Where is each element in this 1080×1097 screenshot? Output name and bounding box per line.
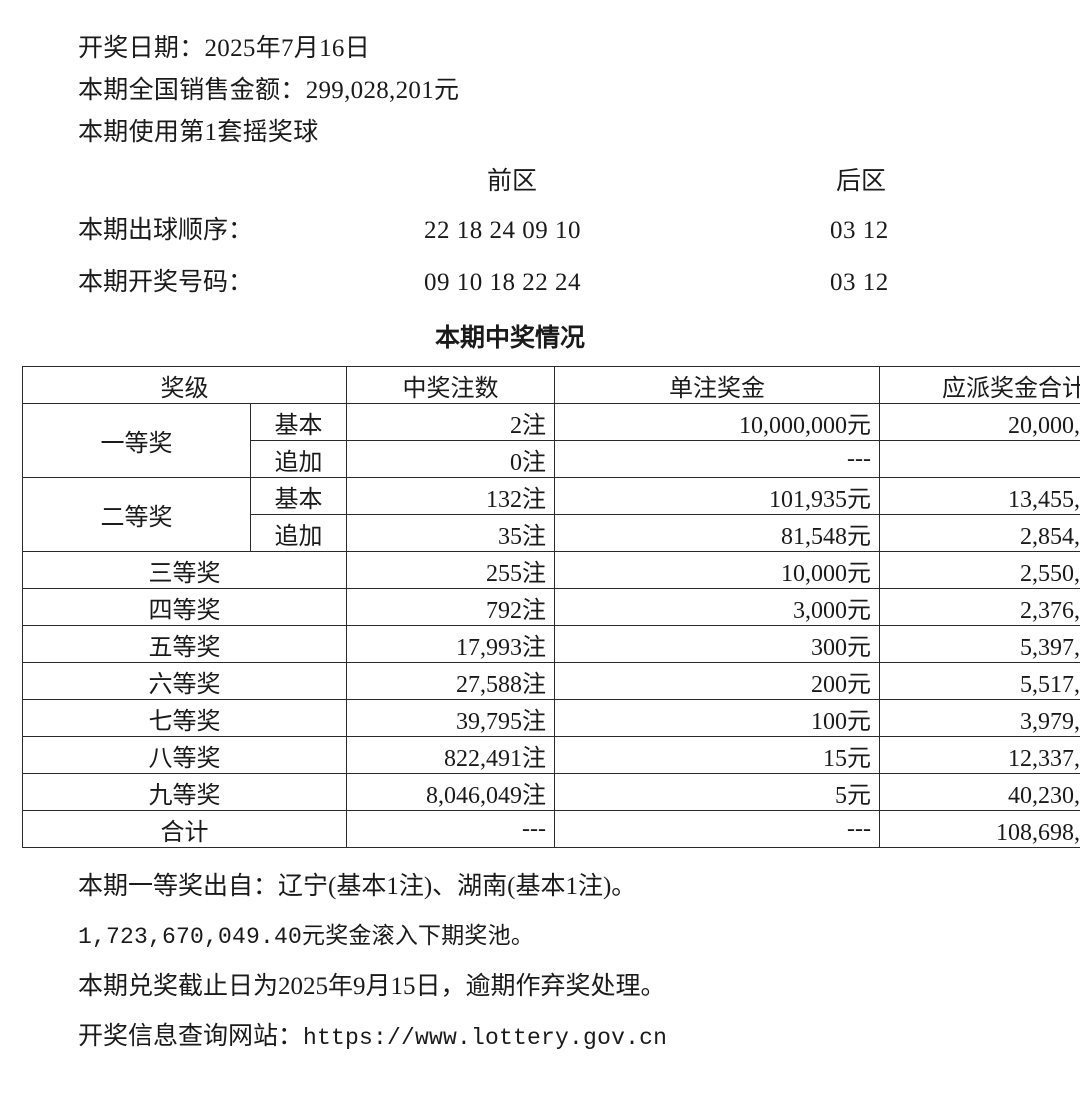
cell-count: 255注	[346, 551, 555, 589]
cell-grade-sub: 追加	[250, 514, 347, 552]
cell-grade: 二等奖	[22, 477, 251, 552]
cell-unit-prize: 3,000元	[554, 588, 880, 626]
table-row: 合计------108,698,210元	[22, 810, 1080, 848]
winning-numbers-label: 本期开奖号码：	[78, 269, 254, 296]
website-label: 开奖信息查询网站：	[78, 1023, 304, 1050]
cell-count: 0注	[346, 440, 555, 478]
cell-count: 132注	[346, 477, 555, 515]
cell-grade: 四等奖	[22, 588, 347, 626]
first-prize-origin-note: 本期一等奖出自：辽宁(基本1注)、湖南(基本1注)。	[78, 873, 637, 900]
cell-unit-prize: 15元	[554, 736, 880, 774]
cell-grade-sub: 基本	[250, 477, 347, 515]
cell-unit-prize: 100元	[554, 699, 880, 737]
cell-total-prize: 40,230,245元	[879, 773, 1080, 811]
prize-table-body: 一等奖基本2注10,000,000元20,000,000元追加0注---0元二等…	[22, 403, 1080, 848]
cell-total-prize: 2,376,000元	[879, 588, 1080, 626]
cell-grade: 一等奖	[22, 403, 251, 478]
zone-heading-row: 前区 后区	[0, 162, 1080, 208]
website-note: 开奖信息查询网站：https://www.lottery.gov.cn	[78, 1012, 1080, 1063]
cell-unit-prize: 101,935元	[554, 477, 880, 515]
cell-unit-prize: 81,548元	[554, 514, 880, 552]
cell-total-prize: 12,337,365元	[879, 736, 1080, 774]
header-total-prize: 应派奖金合计	[879, 366, 1080, 404]
footer-notes: 本期一等奖出自：辽宁(基本1注)、湖南(基本1注)。 1,723,670,049…	[0, 848, 1080, 1063]
ball-set-line: 本期使用第1套摇奖球	[78, 119, 319, 146]
cell-grade: 九等奖	[22, 773, 347, 811]
cell-total-prize: 13,455,420元	[879, 477, 1080, 515]
cell-unit-prize: 10,000元	[554, 551, 880, 589]
front-zone-heading: 前区	[487, 168, 538, 195]
cell-count: 17,993注	[346, 625, 555, 663]
header-count: 中奖注数	[346, 366, 555, 404]
header-unit-prize: 单注奖金	[554, 366, 880, 404]
national-sales-line: 本期全国销售金额：299,028,201元	[78, 77, 460, 104]
cell-total-prize: 20,000,000元	[879, 403, 1080, 441]
draw-order-front-numbers: 22 18 24 09 10	[424, 217, 581, 244]
cell-grade: 三等奖	[22, 551, 347, 589]
header-info-block: 开奖日期：2025年7月16日 本期全国销售金额：299,028,201元 本期…	[0, 0, 1080, 154]
cell-total-prize: 108,698,210元	[879, 810, 1080, 848]
cell-total-prize: 2,550,000元	[879, 551, 1080, 589]
winning-front-numbers: 09 10 18 22 24	[424, 269, 581, 296]
cell-unit-prize: ---	[554, 810, 880, 848]
cell-total-prize: 0元	[879, 440, 1080, 478]
prize-table-wrapper: 奖级 中奖注数 单注奖金 应派奖金合计 一等奖 基本 2注 10,000,000元 20…	[0, 366, 1080, 848]
cell-total-prize: 5,517,600元	[879, 662, 1080, 700]
cell-count: 792注	[346, 588, 555, 626]
draw-date-line: 开奖日期：2025年7月16日	[78, 35, 371, 62]
cell-unit-prize: 5元	[554, 773, 880, 811]
prize-table: 奖级 中奖注数 单注奖金 应派奖金合计 一等奖 基本 2注 10,000,000元 20…	[22, 366, 1080, 848]
draw-order-label: 本期出球顺序：	[78, 217, 254, 244]
cell-count: ---	[346, 810, 555, 848]
cell-unit-prize: 300元	[554, 625, 880, 663]
cell-count: 2注	[346, 403, 555, 441]
cell-grade: 六等奖	[22, 662, 347, 700]
cell-total-prize: 5,397,900元	[879, 625, 1080, 663]
cell-grade: 七等奖	[22, 699, 347, 737]
back-zone-heading: 后区	[836, 168, 887, 195]
cell-unit-prize: ---	[554, 440, 880, 478]
cell-total-prize: 3,979,500元	[879, 699, 1080, 737]
winning-back-numbers: 03 12	[830, 269, 889, 296]
website-url[interactable]: https://www.lottery.gov.cn	[303, 1025, 668, 1051]
claim-deadline-note: 本期兑奖截止日为2025年9月15日，逾期作弃奖处理。	[78, 973, 666, 1000]
cell-grade-sub: 追加	[250, 440, 347, 478]
draw-order-back-numbers: 03 12	[830, 217, 889, 244]
cell-grade: 合计	[22, 810, 347, 848]
prize-table-title: 本期中奖情况	[434, 325, 585, 352]
cell-count: 39,795注	[346, 699, 555, 737]
cell-count: 8,046,049注	[346, 773, 555, 811]
cell-grade-sub: 基本	[250, 403, 347, 441]
cell-total-prize: 2,854,180元	[879, 514, 1080, 552]
header-grade: 奖级	[22, 366, 347, 404]
cell-grade: 八等奖	[22, 736, 347, 774]
cell-count: 35注	[346, 514, 555, 552]
table-header-row: 奖级 中奖注数 单注奖金 应派奖金合计	[22, 366, 1080, 404]
draw-order-row: 本期出球顺序： 22 18 24 09 10 03 12	[0, 208, 1080, 260]
rollover-note: 1,723,670,049.40元奖金滚入下期奖池。	[78, 924, 535, 950]
cell-unit-prize: 200元	[554, 662, 880, 700]
cell-unit-prize: 10,000,000元	[554, 403, 880, 441]
cell-grade: 五等奖	[22, 625, 347, 663]
cell-count: 27,588注	[346, 662, 555, 700]
winning-numbers-row: 本期开奖号码： 09 10 18 22 24 03 12	[0, 260, 1080, 312]
cell-count: 822,491注	[346, 736, 555, 774]
